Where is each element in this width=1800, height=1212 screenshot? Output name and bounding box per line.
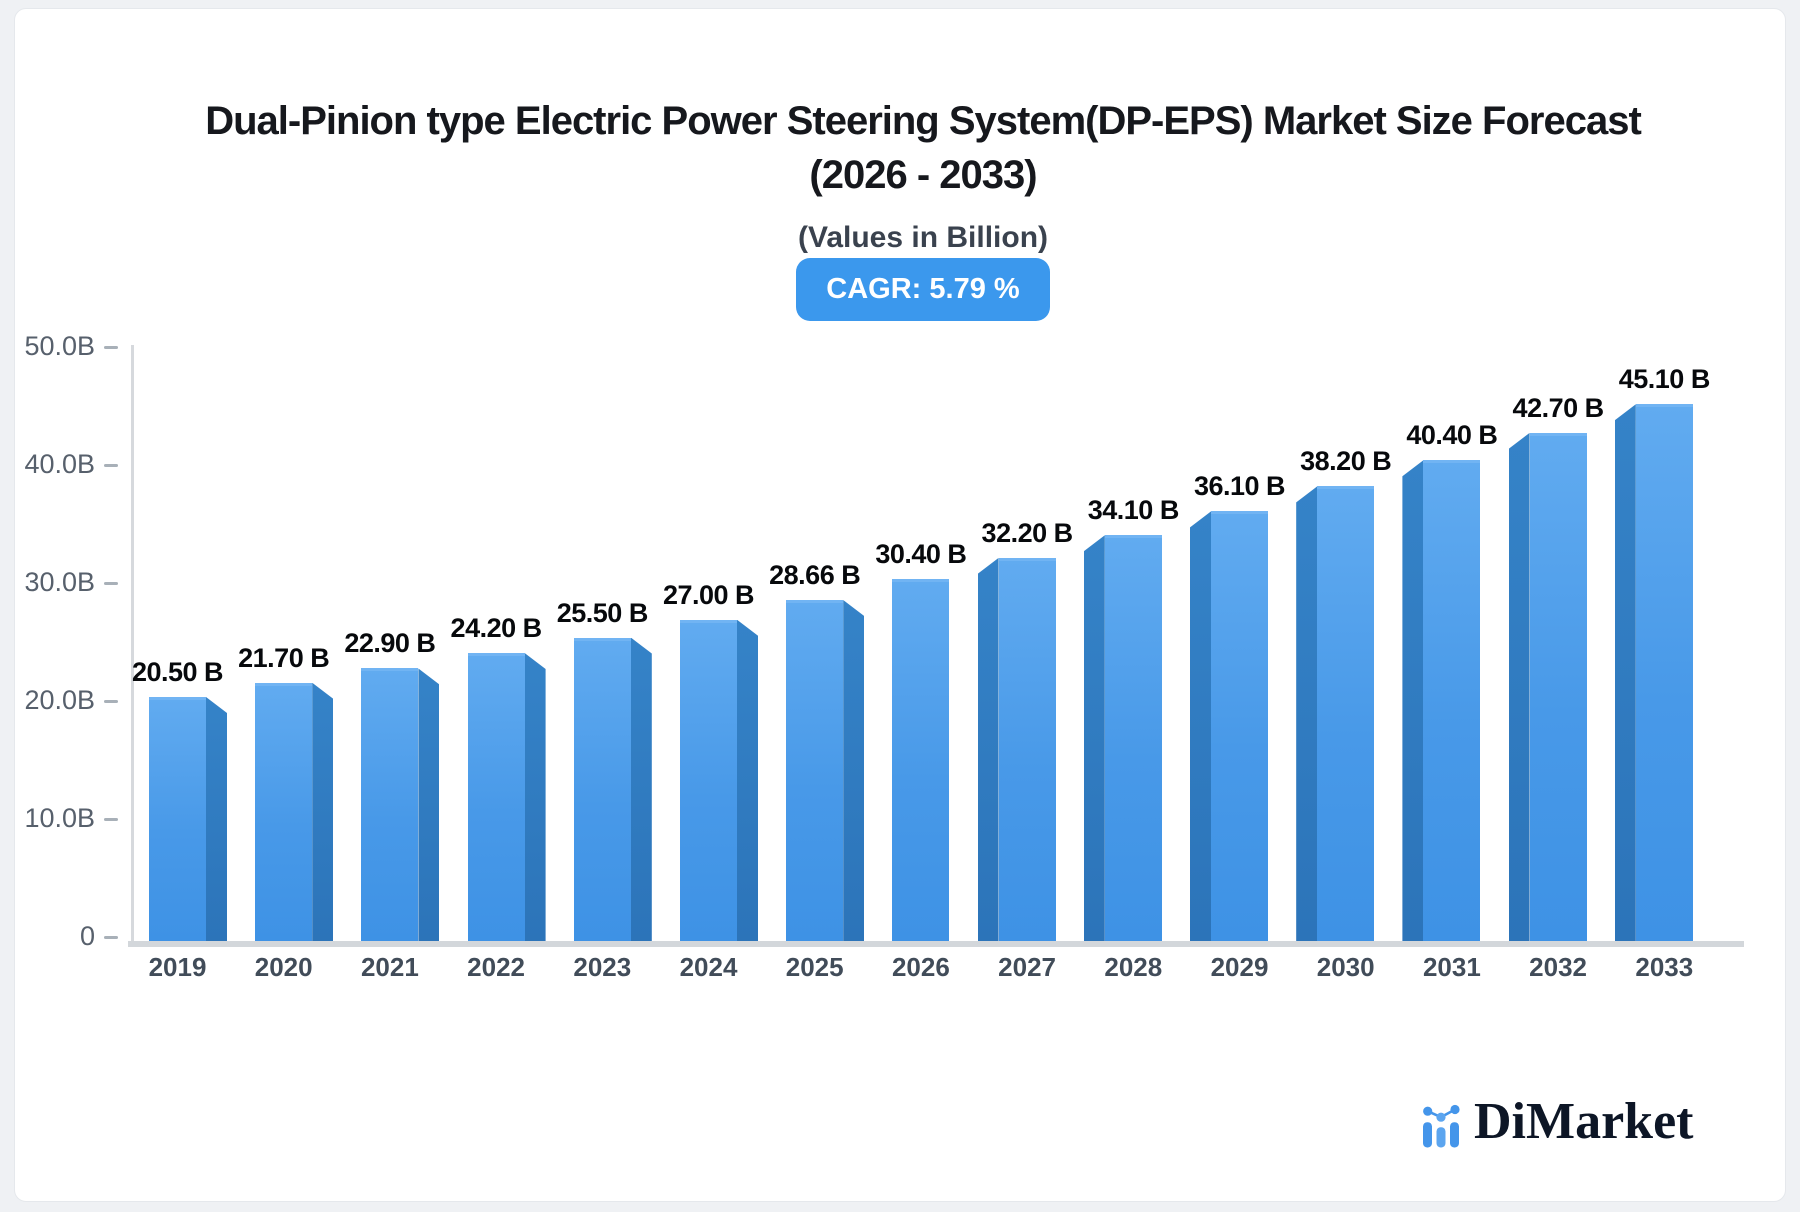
bar-value-label: 34.10 B — [1087, 495, 1180, 526]
bar-side-face — [1402, 460, 1424, 941]
bar-front — [680, 619, 737, 941]
bar-value-label: 28.66 B — [769, 559, 861, 590]
bar-side-face — [312, 682, 334, 941]
bar-front — [1529, 432, 1587, 941]
x-axis-label: 2021 — [360, 952, 419, 982]
bar-front — [255, 682, 313, 941]
x-axis-label: 2025 — [785, 952, 844, 982]
bar-value-label: 40.40 B — [1406, 420, 1498, 451]
bar-side-face — [524, 653, 546, 941]
bar-side-face — [418, 668, 440, 941]
bar-front — [998, 557, 1056, 941]
brand-name: DiMarket — [1474, 1093, 1694, 1150]
bar-front — [892, 579, 950, 941]
y-axis-tick-mark — [104, 346, 118, 349]
y-axis-tick-mark — [104, 936, 118, 939]
chart-title-line-2: (2026 - 2033) — [809, 153, 1037, 197]
x-axis-label: 2028 — [1104, 952, 1163, 982]
bar-value-label: 27.00 B — [662, 579, 755, 610]
y-axis-tick-mark — [104, 818, 118, 821]
x-axis-baseline — [128, 941, 1744, 947]
cagr-badge: CAGR: 5.79 % — [796, 258, 1050, 321]
bar-side-face — [1190, 511, 1211, 941]
y-axis-tick-label: 50.0B — [24, 331, 95, 361]
y-axis-tick-mark — [104, 582, 118, 585]
y-axis-tick-mark — [104, 464, 118, 467]
x-axis-label: 2026 — [891, 952, 950, 982]
bar-value-label: 22.90 B — [344, 628, 436, 659]
bar-value-label: 36.10 B — [1193, 471, 1286, 502]
bar-side-face — [843, 599, 865, 941]
y-axis-tick-mark — [104, 700, 118, 703]
bar-value-label: 38.20 B — [1300, 446, 1392, 477]
bar-value-label: 45.10 B — [1618, 364, 1711, 395]
bar-side-face — [737, 619, 758, 941]
bar-chart-logo-icon — [1423, 1104, 1460, 1148]
x-axis-label: 2032 — [1529, 952, 1588, 982]
x-axis-label: 2019 — [148, 952, 207, 982]
y-axis-line — [131, 345, 134, 943]
bar-front — [149, 697, 206, 941]
bar-front — [1635, 404, 1693, 941]
bar-value-label: 24.20 B — [450, 613, 543, 644]
bar-value-label: 32.20 B — [981, 517, 1074, 548]
x-axis-label: 2027 — [998, 952, 1057, 982]
bar-front — [1104, 535, 1162, 941]
bar-front — [1211, 511, 1268, 941]
x-axis-label: 2023 — [573, 952, 632, 982]
bar-front — [1317, 486, 1375, 941]
bar-front — [1423, 460, 1481, 941]
chart-title-line-1: Dual-Pinion type Electric Power Steering… — [205, 99, 1642, 143]
bar-front — [467, 653, 525, 941]
brand-logo: DiMarket — [1420, 1096, 1693, 1148]
bar-value-label: 30.40 B — [875, 539, 967, 570]
bar-side-face — [1083, 535, 1105, 941]
chart-subtitle: (Values in Billion) — [797, 221, 1049, 254]
y-axis-tick-label: 30.0B — [24, 567, 95, 597]
cagr-badge-row: CAGR: 5.79 % — [46, 258, 1800, 321]
bar-side-face — [1296, 486, 1318, 941]
x-axis-label: 2022 — [467, 952, 526, 982]
y-axis-tick-label: 10.0B — [24, 803, 95, 833]
x-axis-label: 2024 — [679, 952, 738, 982]
bar-side-face — [206, 697, 227, 941]
bar-front — [786, 599, 844, 941]
bar-side-face — [630, 637, 652, 941]
x-axis-label: 2031 — [1422, 952, 1481, 982]
y-axis-tick-label: 20.0B — [24, 685, 95, 715]
x-axis-label: 2033 — [1635, 952, 1694, 982]
bar-value-label: 25.50 B — [556, 597, 649, 628]
bar-front — [361, 668, 419, 941]
bar-value-label: 21.70 B — [238, 642, 330, 673]
x-axis-label: 2020 — [254, 952, 313, 982]
x-axis-label: 2029 — [1210, 952, 1269, 982]
bar-side-face — [1614, 404, 1636, 941]
bar-front — [573, 637, 631, 941]
bar-value-label: 42.70 B — [1512, 392, 1605, 423]
bar-side-face — [1508, 432, 1530, 941]
bar-side-face — [977, 557, 999, 941]
x-axis-label: 2030 — [1316, 952, 1375, 982]
bar-value-label: 20.50 B — [131, 657, 224, 688]
y-axis-tick-label: 40.0B — [24, 449, 95, 479]
y-axis-tick-label: 0 — [79, 921, 95, 951]
